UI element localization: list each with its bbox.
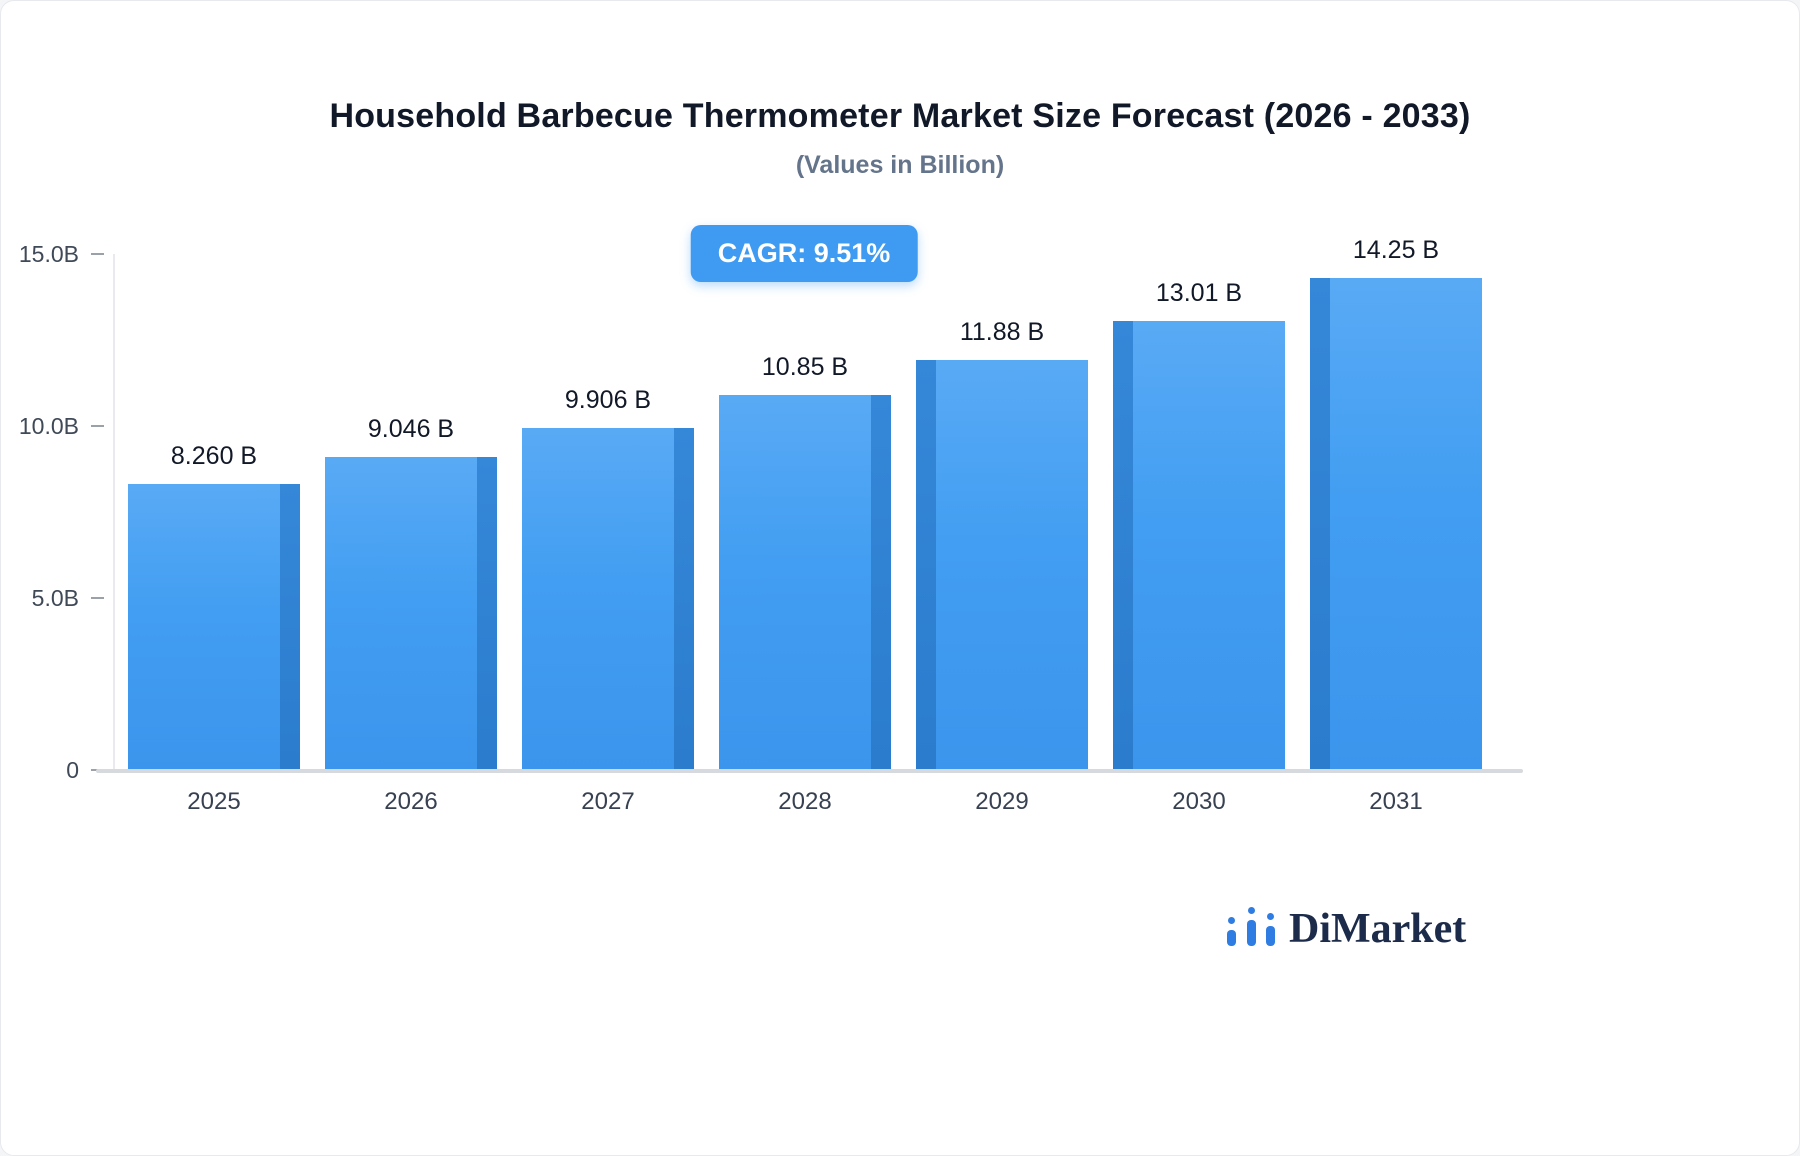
bar-2027[interactable]: 9.906 B xyxy=(522,386,694,769)
bar-value-label: 14.25 B xyxy=(1352,236,1440,264)
bar-face xyxy=(325,457,477,769)
chart-title: Household Barbecue Thermometer Market Si… xyxy=(329,97,1471,135)
bar-side-face xyxy=(871,395,891,769)
x-axis-label-2030: 2030 xyxy=(1172,788,1226,815)
bar-value-label: 9.046 B xyxy=(367,415,455,443)
x-axis-label-2026: 2026 xyxy=(384,788,438,815)
y-tick-label-5: 5.0B xyxy=(31,585,79,611)
x-axis-label-2025: 2025 xyxy=(187,788,241,815)
y-tick-label-15: 15.0B xyxy=(18,241,79,267)
y-tick-dash xyxy=(91,597,104,599)
bar-side-face xyxy=(280,484,300,769)
cagr-badge: CAGR: 9.51% xyxy=(690,225,918,282)
x-axis-label-2031: 2031 xyxy=(1369,788,1423,815)
bar-value-label: 9.906 B xyxy=(564,386,652,414)
bar-value-label: 10.85 B xyxy=(761,353,849,381)
bar-face xyxy=(719,395,871,769)
bar-side-face xyxy=(1310,278,1330,769)
bar-2028[interactable]: 10.85 B xyxy=(719,353,891,769)
y-tick-label-0: 0 xyxy=(66,757,79,783)
bar-value-label: 13.01 B xyxy=(1155,279,1243,307)
bar-value-label: 8.260 B xyxy=(170,442,258,470)
bar-face xyxy=(1330,278,1482,769)
bar-2031[interactable]: 14.25 B xyxy=(1310,236,1482,769)
y-tick-dash xyxy=(91,253,104,255)
bar-value-label: 11.88 B xyxy=(959,318,1045,346)
x-axis-label-2028: 2028 xyxy=(778,788,832,815)
dimarket-logo-text: DiMarket xyxy=(1289,906,1467,952)
bar-side-face xyxy=(916,360,936,769)
bar-2029[interactable]: 11.88 B xyxy=(916,318,1088,769)
bar-face xyxy=(1133,321,1285,769)
bar-side-face xyxy=(674,428,694,769)
bar-2025[interactable]: 8.260 B xyxy=(128,442,300,769)
x-axis-line xyxy=(96,769,1523,773)
x-axis-label-2029: 2029 xyxy=(975,788,1029,815)
bar-side-face xyxy=(477,457,497,769)
y-axis-line xyxy=(113,254,115,771)
bar-face xyxy=(522,428,674,769)
bar-side-face xyxy=(1113,321,1133,769)
x-axis-label-2027: 2027 xyxy=(581,788,635,815)
chart-subtitle: (Values in Billion) xyxy=(795,151,1005,179)
bar-2030[interactable]: 13.01 B xyxy=(1113,279,1285,769)
dimarket-logo-icon xyxy=(1227,904,1275,950)
y-tick-dash xyxy=(91,425,104,427)
y-tick-label-10: 10.0B xyxy=(18,413,79,439)
bar-2026[interactable]: 9.046 B xyxy=(325,415,497,769)
bar-face xyxy=(128,484,280,769)
dimarket-logo: DiMarket xyxy=(1227,904,1466,950)
bar-face xyxy=(936,360,1088,769)
